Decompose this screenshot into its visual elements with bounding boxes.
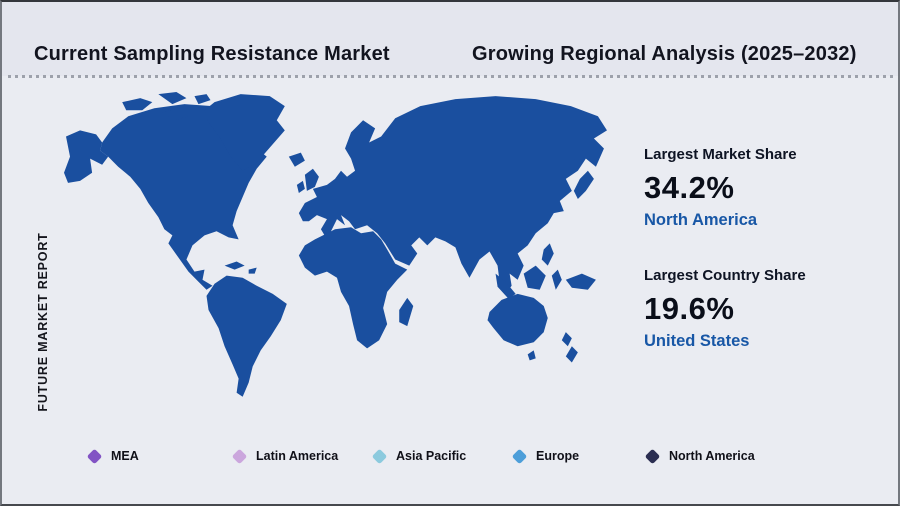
dotted-divider [8,75,896,78]
legend-item-asia-pacific: Asia Pacific [371,448,467,464]
map-region-ireland [296,180,305,193]
map-region-arctic-island-3 [162,108,189,121]
legend-label: Latin America [256,449,339,463]
page-title-right: Growing Regional Analysis (2025–2032) [472,43,857,65]
map-region-eurasia [298,96,607,294]
legend-item-north-america: North America [644,448,755,464]
page-title-left: Current Sampling Resistance Market [34,43,390,65]
map-region-japan [573,170,594,200]
world-map-svg [64,92,607,397]
map-region-sumatra [495,273,516,299]
map-region-uk [304,168,319,191]
diamond-marker-icon [86,448,103,464]
stat-market-share-region: North America [644,211,758,229]
legend-item-mea: MEA [86,448,139,464]
map-region-iceland [288,152,305,167]
header-band [2,2,898,76]
map-region-alaska [64,130,109,183]
legend-item-latin-america: Latin America [231,448,339,464]
map-region-new-zealand-south [565,346,578,363]
map-region-north-america [100,104,267,290]
map-region-new-guinea [565,273,596,290]
brand-vertical-text: FUTURE MARKET REPORT [36,232,50,412]
world-map-landmass [64,92,607,397]
map-region-tasmania [527,350,536,361]
map-region-africa [298,227,408,349]
map-region-hispaniola [248,267,257,274]
map-region-australia [487,293,548,347]
map-region-madagascar [399,297,414,327]
stat-market-share-value: 34.2% [644,170,735,205]
stat-country-share-label: Largest Country Share [644,267,806,284]
legend-label: Europe [536,449,580,463]
diamond-marker-icon [231,448,248,464]
map-region-new-zealand-north [561,332,572,347]
map-region-philippines [541,243,554,266]
world-map [64,86,616,424]
diamond-marker-icon [511,448,528,464]
stat-country-share-value: 19.6% [644,291,735,326]
map-region-arctic-island-2 [158,92,187,105]
map-region-arctic-island-1 [122,98,153,111]
diamond-marker-icon [371,448,388,464]
legend-label: MEA [111,449,139,463]
map-region-borneo [523,265,546,290]
diamond-marker-icon [644,448,661,464]
map-region-sulawesi [551,269,562,290]
map-region-cuba [224,261,245,270]
legend-label: Asia Pacific [396,449,467,463]
legend-label: North America [669,449,755,463]
map-region-sakhalin [573,144,584,169]
legend-item-europe: Europe [511,448,580,464]
map-region-greenland [204,94,285,171]
map-region-south-america [206,275,287,397]
map-region-arctic-island-4 [194,94,211,105]
stat-country-share-region: United States [644,332,750,350]
stat-market-share-label: Largest Market Share [644,146,797,163]
